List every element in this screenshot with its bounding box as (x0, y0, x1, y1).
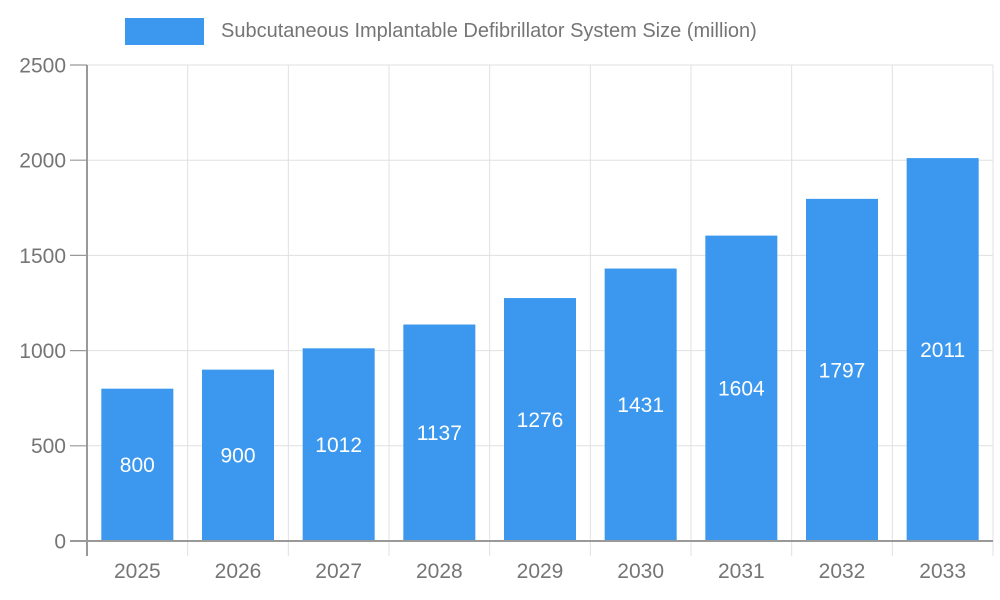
bar-value-label: 800 (120, 454, 155, 477)
bar[interactable] (705, 235, 778, 542)
bar-value-label: 1012 (315, 434, 362, 457)
bar[interactable] (302, 348, 375, 541)
bar-value-label: 2011 (920, 339, 965, 362)
x-tick-label: 2025 (114, 560, 161, 583)
bar[interactable] (202, 369, 274, 541)
legend-swatch[interactable] (125, 18, 204, 45)
x-tick-label: 2030 (617, 560, 664, 583)
x-tick-label: 2027 (315, 560, 362, 583)
x-tick-label: 2031 (718, 560, 765, 583)
bar[interactable] (806, 198, 878, 541)
legend[interactable]: Subcutaneous Implantable Defibrillator S… (125, 18, 757, 45)
bar-value-label: 1604 (718, 378, 765, 401)
bar-value-label: 1431 (617, 394, 664, 417)
y-tick-label: 2000 (19, 150, 66, 173)
x-tick-label: 2033 (919, 560, 966, 583)
bar[interactable] (403, 324, 476, 541)
bar[interactable] (101, 388, 174, 541)
y-tick-label: 500 (31, 435, 66, 458)
y-tick-label: 2500 (19, 54, 66, 77)
x-tick-label: 2032 (819, 560, 866, 583)
bar-value-label: 1137 (417, 422, 462, 445)
y-tick-label: 0 (54, 530, 66, 553)
y-tick-label: 1500 (19, 245, 66, 268)
bar-value-label: 1797 (819, 359, 866, 382)
y-tick-label: 1000 (19, 340, 66, 363)
bar[interactable] (906, 158, 979, 542)
x-tick-label: 2029 (517, 560, 564, 583)
bar[interactable] (504, 298, 576, 541)
bar-value-label: 1276 (517, 409, 564, 432)
bar[interactable] (604, 268, 677, 541)
x-tick-label: 2026 (215, 560, 262, 583)
x-tick-label: 2028 (416, 560, 463, 583)
bar-value-label: 900 (220, 445, 255, 468)
legend-label: Subcutaneous Implantable Defibrillator S… (221, 20, 757, 42)
